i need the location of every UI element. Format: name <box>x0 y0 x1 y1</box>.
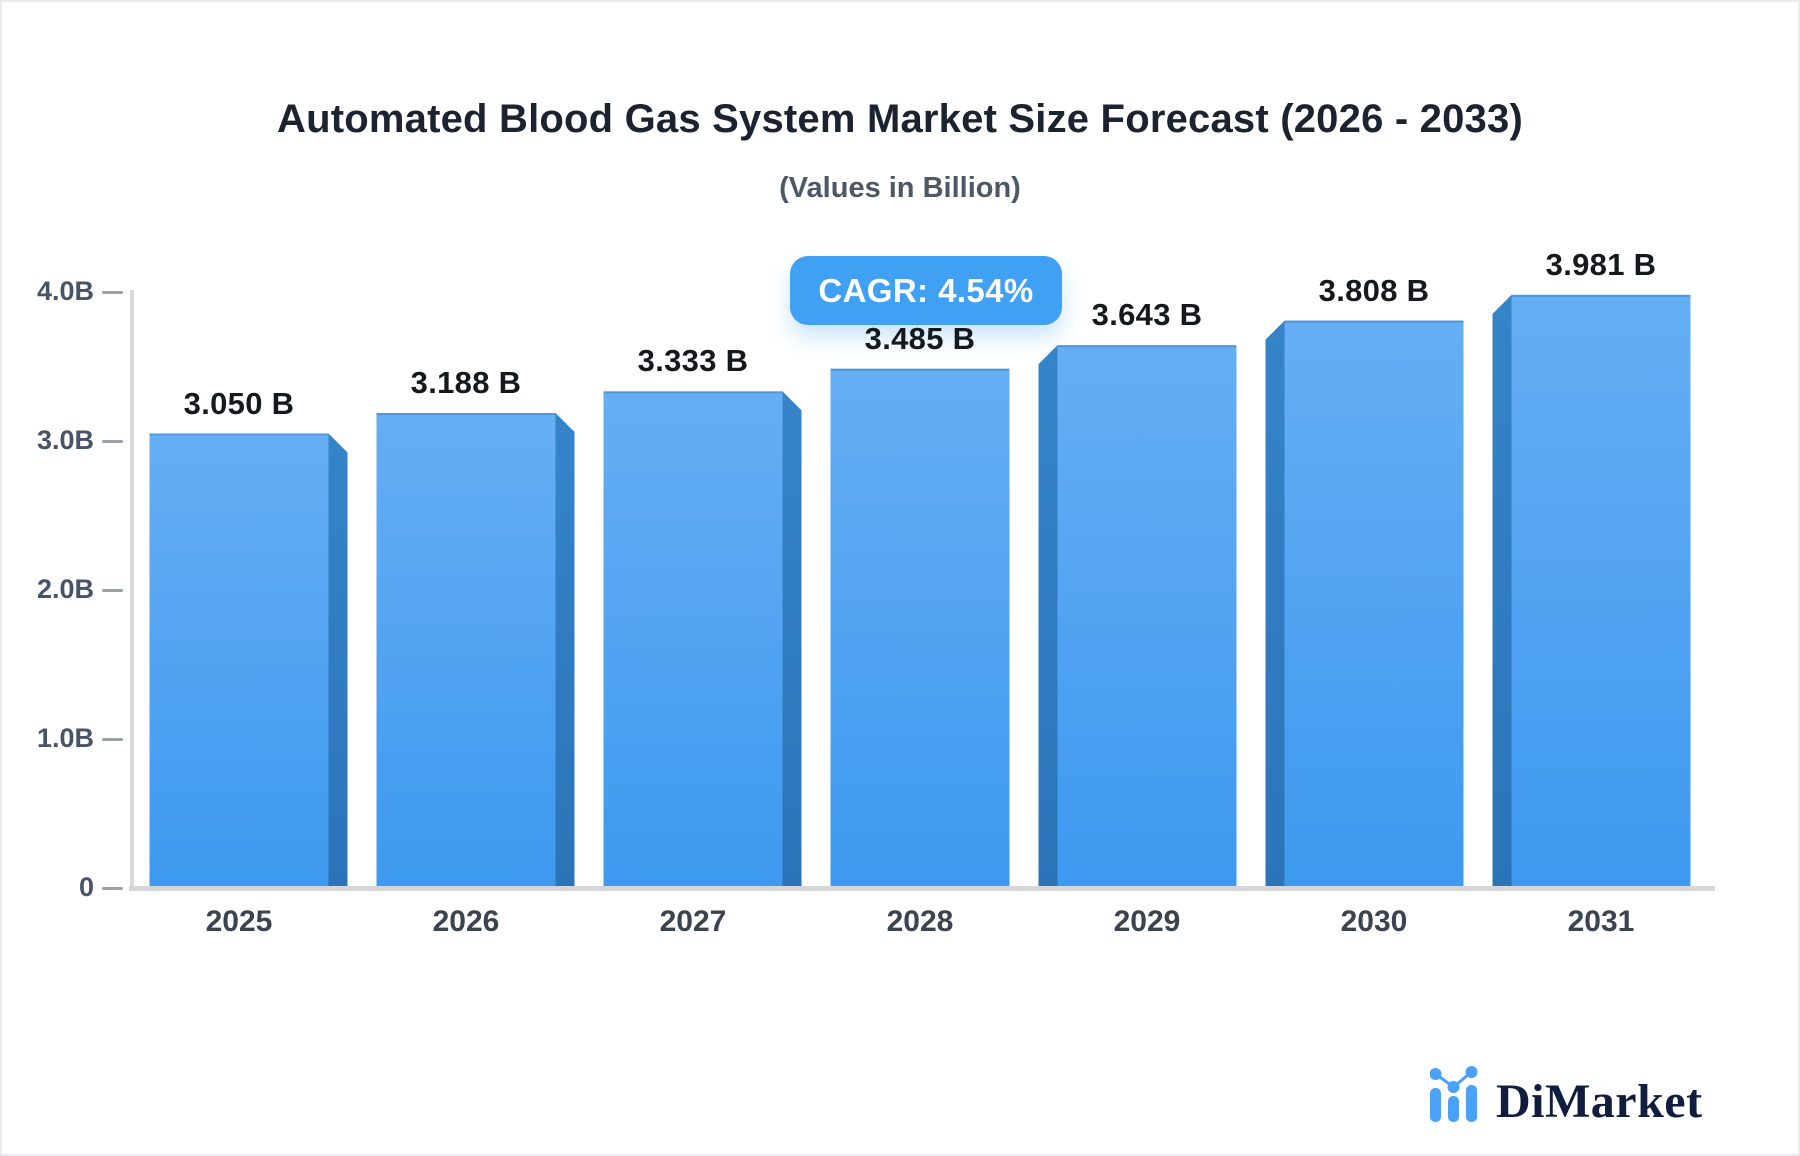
y-axis-tick-label: 0 <box>78 872 94 902</box>
bar-value-label: 3.050 B <box>183 385 295 421</box>
bar-side-face <box>1038 345 1058 888</box>
x-axis-label: 2029 <box>1113 905 1181 938</box>
y-axis-tick-mark <box>102 439 123 443</box>
x-axis-label: 2028 <box>886 905 954 938</box>
logo-text: DiMarket <box>1496 1075 1703 1128</box>
bar-side-face <box>328 433 348 888</box>
bar-2030 <box>1284 320 1464 888</box>
cagr-badge: CAGR: 4.54% <box>790 256 1062 325</box>
bar-value-label: 3.485 B <box>864 320 976 356</box>
bar-value-label: 3.188 B <box>410 364 522 400</box>
bar-value-label: 3.808 B <box>1318 272 1430 308</box>
bar-2029 <box>1057 345 1237 888</box>
mini-bar-chart-with-dots-icon <box>1430 1066 1478 1122</box>
x-axis-baseline <box>129 886 1715 891</box>
chart-title: Automated Blood Gas System Market Size F… <box>277 97 1523 141</box>
bar-side-face <box>1492 294 1512 888</box>
y-axis-tick-mark <box>102 290 123 294</box>
y-axis-line <box>130 290 134 889</box>
bar-value-label: 3.643 B <box>1091 297 1203 333</box>
bar-side-face <box>1265 320 1285 888</box>
chart-subtitle: (Values in Billion) <box>779 172 1021 204</box>
y-axis-tick-label: 3.0B <box>36 425 94 455</box>
bar-side-face <box>555 412 575 888</box>
y-axis-tick-label: 2.0B <box>36 574 94 604</box>
x-axis-label: 2025 <box>205 905 273 938</box>
y-axis-tick-label: 1.0B <box>36 723 94 753</box>
bar-value-label: 3.333 B <box>637 343 749 379</box>
x-axis-label: 2031 <box>1567 905 1635 938</box>
y-axis-tick-mark <box>102 737 123 741</box>
x-axis-label: 2027 <box>659 905 727 938</box>
y-axis-tick-mark <box>102 588 123 592</box>
y-axis-tick-label: 4.0B <box>36 276 94 306</box>
x-axis-label: 2030 <box>1340 905 1408 938</box>
bar-2026 <box>376 412 556 888</box>
bar-2028 <box>830 368 1010 888</box>
bar-value-label: 3.981 B <box>1545 246 1657 282</box>
x-axis-label: 2026 <box>432 905 500 938</box>
bar-side-face <box>782 391 802 888</box>
bar-2031 <box>1511 294 1691 888</box>
bar-2027 <box>603 391 783 888</box>
dimarket-logo: DiMarket <box>1430 1054 1703 1126</box>
y-axis-tick-mark <box>102 886 123 890</box>
bar-2025 <box>149 433 329 888</box>
